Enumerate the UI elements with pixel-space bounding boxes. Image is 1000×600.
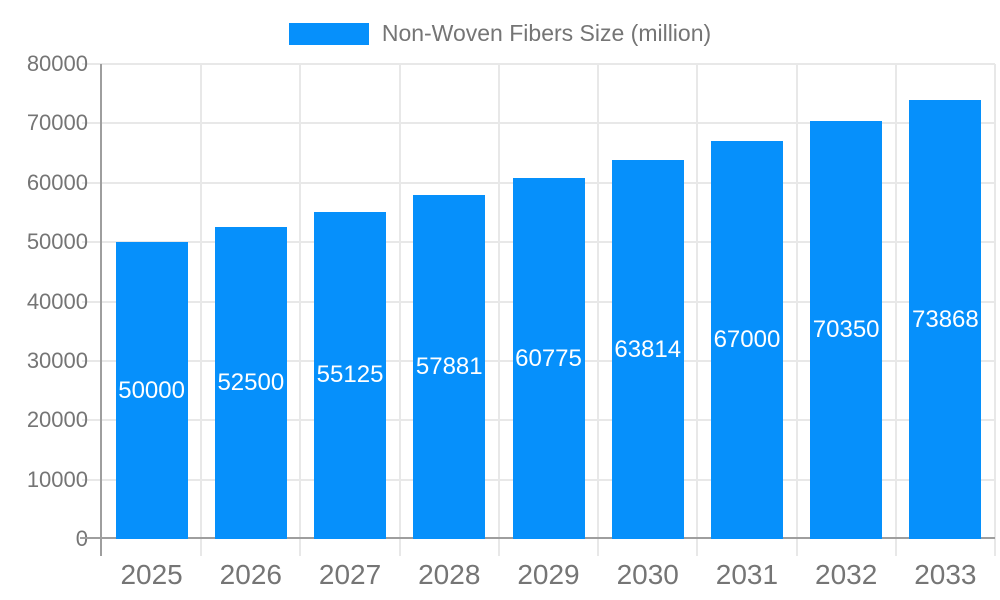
gridline-v [894,64,897,539]
legend-swatch [288,22,369,45]
x-tick [200,539,203,556]
x-axis-label: 2033 [914,559,977,590]
gridline-v [696,64,699,539]
bar-value-label: 67000 [713,326,781,354]
x-axis-label: 2031 [715,559,779,590]
x-tick [497,539,500,556]
x-axis-label: 2030 [616,559,679,590]
x-axis-label: 2026 [219,559,282,590]
bar-value-label: 50000 [118,376,185,404]
x-axis-label: 2025 [120,559,183,590]
bar-value-label: 73868 [912,305,979,333]
legend[interactable]: Non-Woven Fibers Size (million) [0,20,1000,47]
x-tick [696,539,699,556]
bar[interactable] [314,211,387,539]
y-axis-label: 30000 [26,347,88,373]
x-axis-label: 2029 [517,559,580,590]
x-tick [795,539,798,556]
x-axis-label: 2027 [318,559,382,590]
bar[interactable] [810,121,883,539]
gridline-v [398,64,401,539]
gridline-v [497,64,500,539]
bar[interactable] [214,227,287,539]
bar-value-label: 70350 [812,316,880,344]
x-tick [398,539,401,556]
bar[interactable] [710,141,783,539]
gridline-v [597,64,600,539]
x-tick [597,539,600,556]
bar-value-label: 63814 [614,335,682,363]
y-axis-label: 60000 [26,169,88,195]
x-axis-label: 2028 [418,559,481,590]
gridline-h [82,63,995,65]
gridline-v [994,64,996,539]
y-axis-label: 70000 [26,110,88,136]
y-axis-label: 50000 [26,229,88,255]
bar-value-label: 60775 [515,344,582,372]
gridline-v [795,64,798,539]
bar[interactable] [611,160,684,539]
y-axis-label: 80000 [26,51,88,76]
bar[interactable] [909,100,982,539]
gridline-v [200,64,203,539]
x-tick [299,539,302,556]
bar[interactable] [115,242,188,539]
y-axis-label: 0 [0,524,88,554]
bar[interactable] [413,195,486,539]
gridline-v [299,64,302,539]
y-axis-label: 40000 [26,288,88,314]
y-axis-line [100,64,102,556]
x-tick [994,539,996,556]
bar-value-label: 52500 [217,369,285,397]
legend-label: Non-Woven Fibers Size (million) [381,20,712,46]
y-axis-label: 20000 [26,407,88,433]
x-axis-label: 2032 [815,559,878,590]
bar-value-label: 55125 [316,361,384,389]
bar[interactable] [512,178,585,539]
gridline-h [82,122,995,125]
bar-value-label: 57881 [415,353,483,381]
y-axis-label: 10000 [26,466,88,492]
x-tick [894,539,897,556]
